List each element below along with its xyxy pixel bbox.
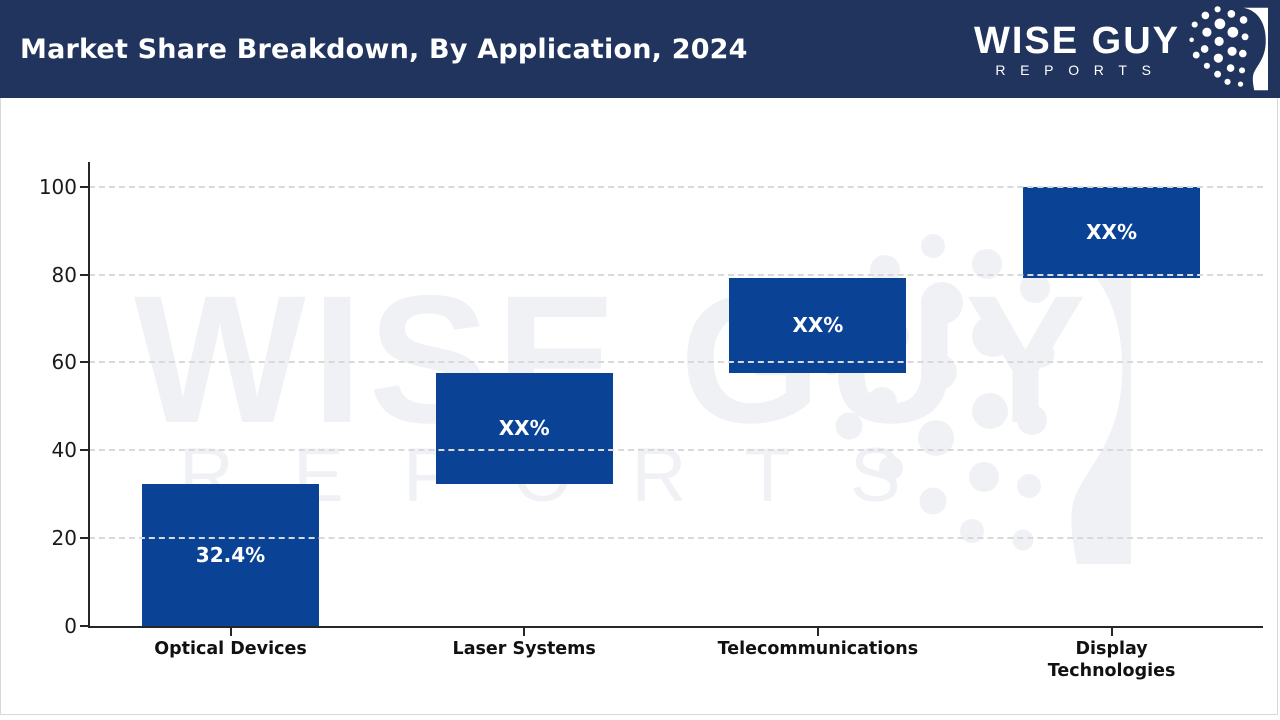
x-axis-category-label-optical-devices: Optical Devices [154,639,307,659]
y-axis-tick-80 [80,273,89,276]
x-axis-tick-optical-devices [229,628,232,636]
gridline-20 [89,537,1263,540]
bar-optical-devices: 32.4% [142,483,319,626]
brand-logo: WISE GUY REPORTS [974,0,1268,98]
bar-value-label-telecommunications: XX% [792,313,844,338]
y-axis-tick-label-0: 0 [64,614,77,638]
bar-telecommunications: XX% [729,278,907,373]
y-axis-tick-label-80: 80 [51,262,77,287]
x-axis-category-label-telecommunications: Telecommunications [717,639,919,659]
x-axis-category-label-laser-systems: Laser Systems [452,639,596,659]
y-axis-tick-60 [80,361,89,364]
chart-canvas: WISE GUY REPORTS 02040608010032.4%Optica… [0,98,1278,715]
watermark-face-dots-icon [822,234,1131,564]
x-axis-category-label-display-technologies: Display Technologies [1047,639,1176,681]
bar-value-label-optical-devices: 32.4% [195,542,266,567]
brand-name: WISE GUY [973,19,1180,62]
bar-value-label-display-technologies: XX% [1086,220,1138,245]
brand-subname: REPORTS [995,61,1166,78]
gridline-80 [89,273,1263,276]
bar-value-label-laser-systems: XX% [498,416,550,441]
x-axis-tick-display-technologies [1110,628,1113,636]
y-axis-line [88,162,90,628]
gridline-60 [89,361,1263,364]
gridline-100 [89,185,1263,188]
brand-face-dots-icon [1189,6,1268,91]
y-axis-tick-20 [80,537,89,540]
page-title: Market Share Breakdown, By Application, … [20,33,748,65]
brand-logo-text: WISE GUY REPORTS [974,22,1180,77]
x-axis-tick-telecommunications [816,628,819,636]
y-axis-tick-0 [80,625,89,627]
bar-laser-systems: XX% [435,372,613,484]
x-axis-tick-laser-systems [523,628,526,636]
gridline-40 [89,449,1263,452]
y-axis-tick-label-100: 100 [38,174,77,199]
header: Market Share Breakdown, By Application, … [0,0,1280,98]
y-axis-tick-label-40: 40 [51,438,77,463]
y-axis-tick-40 [80,449,89,452]
y-axis-tick-label-20: 20 [51,526,77,551]
y-axis-tick-label-60: 60 [51,350,77,375]
x-axis-line [88,626,1263,628]
y-axis-tick-100 [80,185,89,188]
bar-display-technologies: XX% [1023,186,1201,279]
